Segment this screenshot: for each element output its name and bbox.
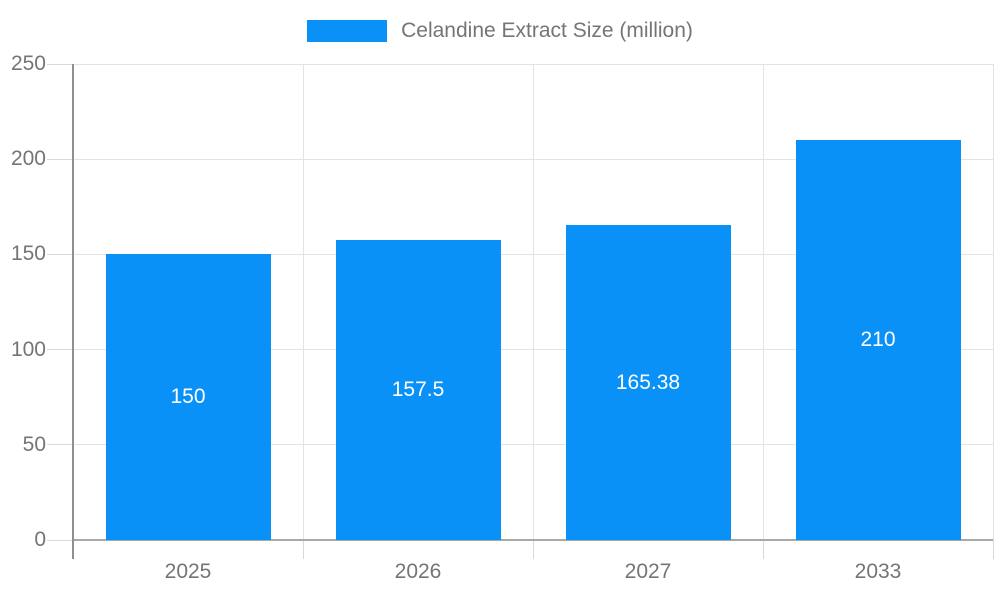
x-tick-label: 2033: [854, 560, 902, 583]
x-axis-line: [73, 539, 993, 541]
y-tick-label: 200: [10, 147, 46, 171]
x-axis-tick: [762, 540, 764, 559]
x-gridline: [302, 64, 304, 540]
x-tick-label: 2027: [624, 560, 672, 583]
x-axis-tick: [992, 540, 994, 559]
y-tick-label: 250: [10, 52, 46, 75]
y-tick-label: 50: [22, 432, 46, 456]
chart-legend: Celandine Extract Size (million): [0, 14, 1000, 48]
x-gridline: [762, 64, 764, 540]
y-tick-label: 100: [10, 337, 46, 361]
x-axis-tick: [302, 540, 304, 559]
bar-2025: [105, 254, 271, 540]
y-axis-tick: [47, 444, 73, 446]
y-axis-tick: [47, 539, 73, 541]
bar-2033: [795, 140, 961, 540]
legend-label: Celandine Extract Size (million): [401, 19, 693, 42]
bar-value-label: 165.38: [615, 370, 681, 394]
legend-swatch-icon: [307, 20, 388, 42]
bar-2027: [565, 225, 731, 540]
x-tick-label: 2025: [164, 560, 212, 583]
bar-value-label: 157.5: [391, 378, 445, 402]
y-axis-tick: [47, 253, 73, 255]
x-gridline: [532, 64, 534, 540]
x-gridline: [992, 64, 994, 540]
y-axis-tick: [47, 349, 73, 351]
y-axis-tick: [47, 158, 73, 160]
bar-value-label: 150: [170, 385, 206, 409]
y-axis-tick: [47, 63, 73, 65]
bar-value-label: 210: [860, 328, 896, 352]
y-axis-line: [72, 64, 74, 559]
x-axis-tick: [532, 540, 534, 559]
y-tick-label: 150: [10, 242, 46, 266]
bar-2026: [335, 240, 501, 540]
x-tick-label: 2026: [394, 560, 442, 583]
y-tick-label: 0: [34, 528, 46, 551]
